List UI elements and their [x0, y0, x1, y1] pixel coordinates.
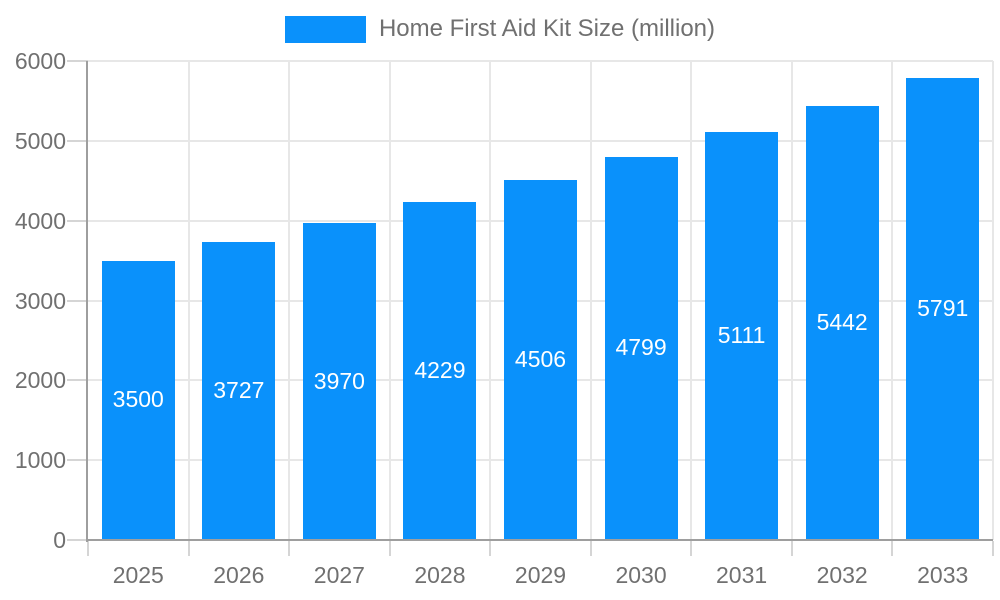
y-axis-tick — [67, 459, 88, 462]
h-gridline — [88, 139, 993, 142]
y-axis-label: 5000 — [14, 127, 66, 154]
h-gridline — [88, 60, 993, 62]
bar[interactable]: 3970 — [302, 223, 376, 539]
y-axis-tick — [67, 299, 88, 302]
bar[interactable]: 5442 — [805, 105, 879, 539]
x-axis-label: 2032 — [816, 562, 868, 588]
x-axis-label: 2025 — [112, 562, 164, 588]
x-axis-tick — [589, 541, 592, 556]
x-axis-tick — [187, 541, 190, 556]
bar[interactable]: 4799 — [604, 156, 678, 539]
x-axis-tick — [790, 541, 793, 556]
legend-label: Home First Aid Kit Size (million) — [378, 15, 716, 42]
bar-value-label: 3500 — [112, 386, 164, 413]
bar[interactable]: 3500 — [101, 260, 175, 539]
bar[interactable]: 5791 — [906, 77, 980, 539]
x-axis-label: 2033 — [917, 562, 969, 588]
v-gridline — [187, 61, 190, 540]
x-axis-tick — [489, 541, 492, 556]
y-axis-label: 6000 — [14, 48, 66, 74]
bar[interactable]: 4229 — [403, 202, 477, 539]
bar-value-label: 4506 — [514, 346, 567, 373]
bar-value-label: 3970 — [313, 367, 365, 394]
v-gridline — [891, 61, 894, 540]
y-axis-label: 0 — [53, 527, 66, 553]
v-gridline — [790, 61, 793, 540]
bar-value-label: 4799 — [615, 334, 667, 361]
y-axis-label: 1000 — [14, 447, 66, 474]
v-gridline — [489, 61, 492, 540]
x-axis-tick — [690, 541, 693, 556]
bar[interactable]: 3727 — [202, 242, 276, 539]
y-axis-label: 2000 — [14, 367, 66, 394]
bar[interactable]: 5111 — [705, 131, 779, 539]
bar-value-label: 5791 — [917, 294, 969, 321]
v-gridline — [288, 61, 291, 540]
bar-value-label: 5442 — [816, 308, 868, 335]
x-axis-line — [86, 539, 993, 541]
v-gridline — [992, 61, 994, 540]
v-gridline — [589, 61, 592, 540]
x-axis-label: 2027 — [313, 562, 365, 588]
x-axis-tick — [87, 541, 89, 556]
x-axis-label: 2030 — [615, 562, 667, 588]
y-axis-label: 3000 — [14, 287, 66, 314]
y-axis-tick — [67, 60, 88, 62]
bar-value-label: 3727 — [213, 377, 265, 404]
bar-value-label: 4229 — [414, 357, 466, 384]
x-axis-tick — [288, 541, 291, 556]
bar[interactable]: 4506 — [504, 180, 577, 539]
y-axis-label: 4000 — [14, 207, 66, 234]
x-axis-label: 2029 — [514, 562, 567, 588]
bar-value-label: 5111 — [717, 321, 766, 348]
legend-swatch — [284, 15, 366, 43]
y-axis-tick — [67, 539, 88, 541]
y-axis-line — [86, 61, 88, 542]
x-axis-tick — [388, 541, 391, 556]
x-axis-label: 2031 — [716, 562, 768, 588]
x-axis-tick — [891, 541, 894, 556]
y-axis-tick — [67, 219, 88, 222]
x-axis-label: 2028 — [414, 562, 466, 588]
y-axis-tick — [67, 139, 88, 142]
legend-item[interactable]: Home First Aid Kit Size (million) — [0, 15, 1000, 43]
y-axis-tick — [67, 379, 88, 382]
x-axis-label: 2026 — [213, 562, 265, 588]
x-axis-tick — [992, 541, 994, 556]
v-gridline — [690, 61, 693, 540]
v-gridline — [388, 61, 391, 540]
